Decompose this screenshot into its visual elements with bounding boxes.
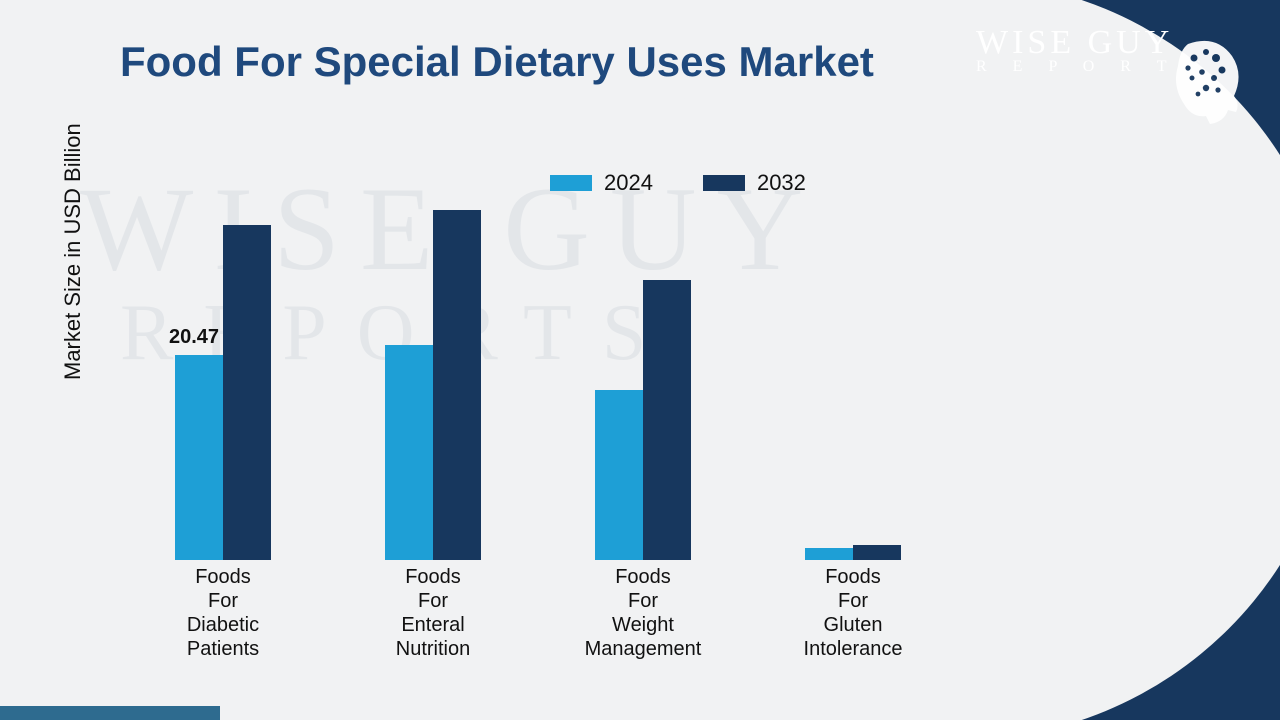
y-axis-label: Market Size in USD Billion — [60, 123, 86, 380]
legend-label: 2024 — [604, 170, 653, 196]
bar-group — [595, 280, 691, 560]
legend-swatch — [550, 175, 592, 191]
bar — [175, 355, 223, 560]
brand-logo: WISE GUY R E P O R T S — [976, 24, 1256, 76]
legend-item: 2032 — [703, 170, 806, 196]
x-axis-label: FoodsForWeightManagement — [563, 565, 723, 661]
bar — [385, 345, 433, 560]
brand-head-icon — [1166, 38, 1246, 128]
bar — [805, 548, 853, 560]
bar-group — [805, 545, 901, 560]
page-canvas: WISE GUY REPORTS Food For Special Dietar… — [0, 0, 1280, 720]
chart-area: 20.47 — [120, 210, 980, 560]
legend-swatch — [703, 175, 745, 191]
bar — [595, 390, 643, 560]
legend-label: 2032 — [757, 170, 806, 196]
bar-group — [385, 210, 481, 560]
x-axis-label: FoodsForEnteralNutrition — [353, 565, 513, 661]
page-title: Food For Special Dietary Uses Market — [120, 38, 874, 86]
bar — [643, 280, 691, 560]
x-axis-label: FoodsForGlutenIntolerance — [773, 565, 933, 661]
legend: 2024 2032 — [550, 170, 806, 196]
bar — [433, 210, 481, 560]
footer-accent-bar — [0, 706, 220, 720]
bar-group — [175, 225, 271, 560]
x-axis-label: FoodsForDiabeticPatients — [143, 565, 303, 661]
bar-value-label: 20.47 — [169, 326, 219, 349]
bar — [853, 545, 901, 560]
x-axis-labels: FoodsForDiabeticPatients FoodsForEnteralN… — [120, 565, 980, 685]
bar — [223, 225, 271, 560]
legend-item: 2024 — [550, 170, 653, 196]
